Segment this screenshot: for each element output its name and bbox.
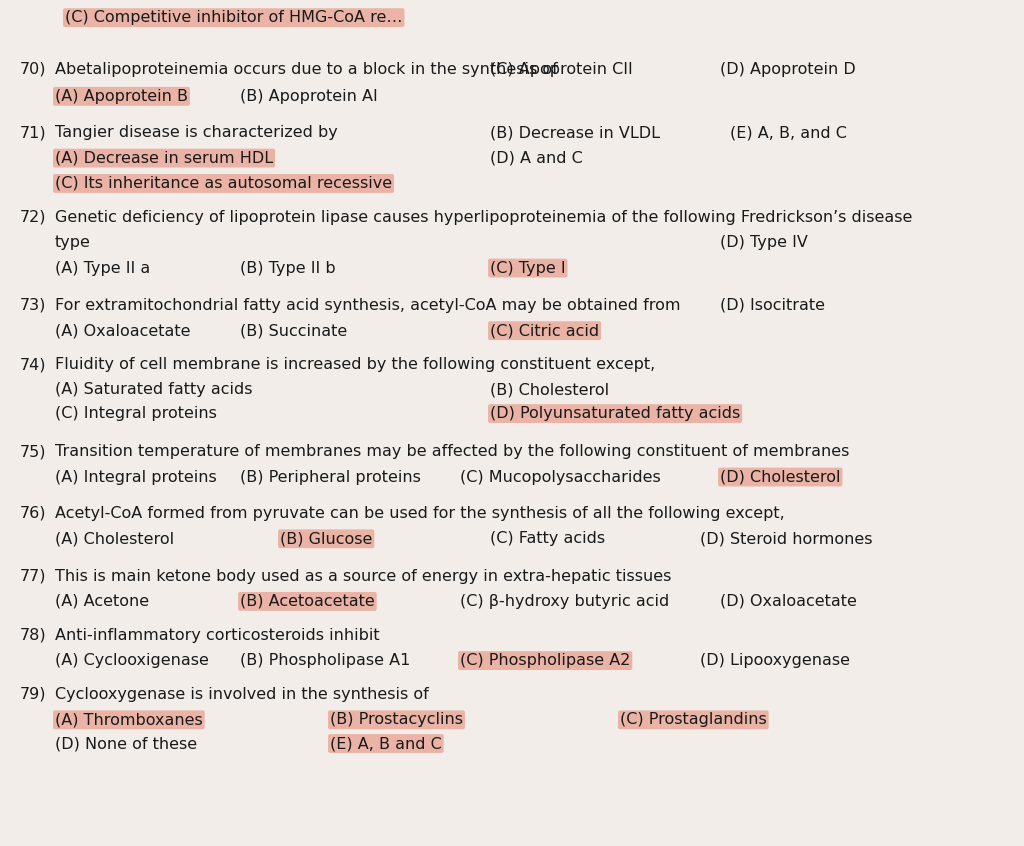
Text: (C) Type I: (C) Type I (490, 261, 565, 276)
Text: (C) Integral proteins: (C) Integral proteins (55, 406, 217, 421)
Text: Abetalipoproteinemia occurs due to a block in the synthesis of: Abetalipoproteinemia occurs due to a blo… (55, 62, 558, 77)
Text: (C) Competitive inhibitor of HMG-CoA re…: (C) Competitive inhibitor of HMG-CoA re… (65, 10, 402, 25)
Text: (B) Peripheral proteins: (B) Peripheral proteins (240, 470, 421, 485)
Text: Acetyl-CoA formed from pyruvate can be used for the synthesis of all the followi: Acetyl-CoA formed from pyruvate can be u… (55, 506, 784, 521)
Text: (A) Integral proteins: (A) Integral proteins (55, 470, 217, 485)
Text: (D) Oxaloacetate: (D) Oxaloacetate (720, 594, 857, 609)
Text: (A) Apoprotein B: (A) Apoprotein B (55, 89, 188, 104)
Text: (B) Cholesterol: (B) Cholesterol (490, 382, 609, 398)
Text: (A) Acetone: (A) Acetone (55, 594, 150, 609)
Text: (D) Polyunsaturated fatty acids: (D) Polyunsaturated fatty acids (490, 406, 740, 421)
Text: (D) Steroid hormones: (D) Steroid hormones (700, 531, 872, 547)
Text: (E) A, B and C: (E) A, B and C (330, 736, 441, 751)
Text: (C) Mucopolysaccharides: (C) Mucopolysaccharides (460, 470, 660, 485)
Text: (B) Apoprotein AI: (B) Apoprotein AI (240, 89, 378, 104)
Text: 71): 71) (20, 125, 47, 140)
Text: 73): 73) (20, 298, 46, 313)
Text: (A) Thromboxanes: (A) Thromboxanes (55, 712, 203, 728)
Text: Transition temperature of membranes may be affected by the following constituent: Transition temperature of membranes may … (55, 444, 849, 459)
Text: (C) Fatty acids: (C) Fatty acids (490, 531, 605, 547)
Text: (C) Its inheritance as autosomal recessive: (C) Its inheritance as autosomal recessi… (55, 176, 392, 191)
Text: For extramitochondrial fatty acid synthesis, acetyl-CoA may be obtained from: For extramitochondrial fatty acid synthe… (55, 298, 681, 313)
Text: (D) Cholesterol: (D) Cholesterol (720, 470, 841, 485)
Text: (B) Decrease in VLDL: (B) Decrease in VLDL (490, 125, 660, 140)
Text: 78): 78) (20, 628, 47, 643)
Text: (B) Glucose: (B) Glucose (280, 531, 373, 547)
Text: (D) Isocitrate: (D) Isocitrate (720, 298, 825, 313)
Text: Cyclooxygenase is involved in the synthesis of: Cyclooxygenase is involved in the synthe… (55, 687, 429, 702)
Text: (B) Acetoacetate: (B) Acetoacetate (240, 594, 375, 609)
Text: This is main ketone body used as a source of energy in extra-hepatic tissues: This is main ketone body used as a sourc… (55, 569, 672, 584)
Text: Fluidity of cell membrane is increased by the following constituent except,: Fluidity of cell membrane is increased b… (55, 357, 655, 372)
Text: (B) Succinate: (B) Succinate (240, 323, 347, 338)
Text: (B) Phospholipase A1: (B) Phospholipase A1 (240, 653, 411, 668)
Text: 76): 76) (20, 506, 46, 521)
Text: (B) Type II b: (B) Type II b (240, 261, 336, 276)
Text: 77): 77) (20, 569, 46, 584)
Text: 70): 70) (20, 62, 46, 77)
Text: (D) Apoprotein D: (D) Apoprotein D (720, 62, 856, 77)
Text: (A) Cholesterol: (A) Cholesterol (55, 531, 174, 547)
Text: (D) A and C: (D) A and C (490, 151, 583, 166)
Text: 79): 79) (20, 687, 46, 702)
Text: (C) Apoprotein CII: (C) Apoprotein CII (490, 62, 633, 77)
Text: (D) Type IV: (D) Type IV (720, 235, 808, 250)
Text: 75): 75) (20, 444, 46, 459)
Text: (E) A, B, and C: (E) A, B, and C (730, 125, 847, 140)
Text: (A) Cyclooxigenase: (A) Cyclooxigenase (55, 653, 209, 668)
Text: 72): 72) (20, 210, 46, 225)
Text: (A) Type II a: (A) Type II a (55, 261, 151, 276)
Text: 74): 74) (20, 357, 46, 372)
Text: Tangier disease is characterized by: Tangier disease is characterized by (55, 125, 338, 140)
Text: Anti-inflammatory corticosteroids inhibit: Anti-inflammatory corticosteroids inhibi… (55, 628, 380, 643)
Text: (A) Decrease in serum HDL: (A) Decrease in serum HDL (55, 151, 273, 166)
Text: (A) Oxaloacetate: (A) Oxaloacetate (55, 323, 190, 338)
Text: (C) Citric acid: (C) Citric acid (490, 323, 599, 338)
Text: (C) β-hydroxy butyric acid: (C) β-hydroxy butyric acid (460, 594, 670, 609)
Text: (A) Saturated fatty acids: (A) Saturated fatty acids (55, 382, 253, 398)
Text: (B) Prostacyclins: (B) Prostacyclins (330, 712, 463, 728)
Text: (C) Phospholipase A2: (C) Phospholipase A2 (460, 653, 631, 668)
Text: (D) None of these: (D) None of these (55, 736, 198, 751)
Text: Genetic deficiency of lipoprotein lipase causes hyperlipoproteinemia of the foll: Genetic deficiency of lipoprotein lipase… (55, 210, 912, 225)
Text: (C) Prostaglandins: (C) Prostaglandins (620, 712, 767, 728)
Text: (D) Lipooxygenase: (D) Lipooxygenase (700, 653, 850, 668)
Text: type: type (55, 235, 91, 250)
